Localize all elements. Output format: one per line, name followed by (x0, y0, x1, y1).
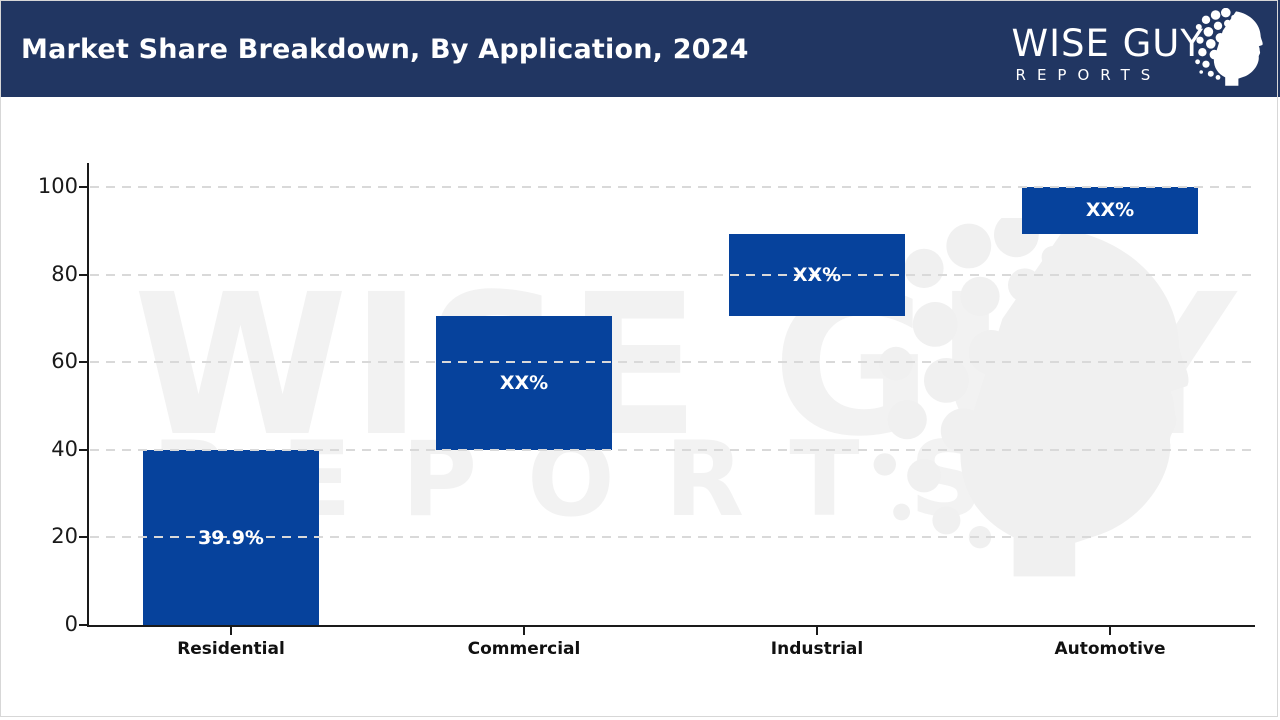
gridline (90, 186, 1254, 188)
x-tick-mark (523, 627, 525, 635)
y-tick-mark (79, 624, 87, 626)
y-tick-label: 40 (51, 436, 78, 461)
y-axis-line (87, 163, 89, 627)
gridline (90, 361, 1254, 364)
logo-wiseguy-label: WISE GUY (1011, 22, 1204, 65)
y-tick-label: 0 (64, 612, 78, 636)
bar-value-label: XX% (792, 264, 842, 287)
y-tick-label: 20 (51, 524, 78, 549)
y-tick-mark (79, 273, 87, 276)
wise-guy-reports-logo: WISE GUY REPORTS (1006, 6, 1266, 92)
x-category-label: Automotive (1054, 639, 1166, 659)
logo-reports-label: REPORTS (1015, 66, 1162, 84)
chart-title: Market Share Breakdown, By Application, … (21, 34, 749, 65)
y-tick-mark (79, 536, 87, 539)
gridline (90, 273, 1254, 276)
x-tick-mark (816, 627, 818, 635)
bar-commercial (436, 316, 612, 451)
x-category-label: Residential (177, 639, 285, 659)
bar-value-label: XX% (499, 372, 549, 395)
logo-head-icon (1195, 8, 1263, 86)
report-header: Market Share Breakdown, By Application, … (0, 0, 1280, 97)
y-tick-label: 80 (51, 261, 78, 286)
bar-automotive (1022, 187, 1198, 234)
x-axis-line (87, 625, 1255, 627)
bar-value-label: 39.9% (198, 526, 264, 549)
watermark-head-icon (873, 218, 1189, 577)
x-tick-mark (1109, 627, 1111, 635)
y-tick-mark (79, 361, 87, 364)
x-category-label: Commercial (467, 639, 581, 659)
y-tick-label: 60 (51, 349, 78, 374)
gridline (90, 536, 1254, 539)
x-tick-mark (230, 627, 232, 635)
x-category-label: Industrial (770, 639, 864, 659)
bar-value-label: XX% (1085, 199, 1135, 222)
logo-text: WISE GUY REPORTS (1012, 22, 1204, 84)
y-tick-mark (79, 186, 87, 188)
y-tick-label: 100 (37, 174, 78, 198)
gridline (90, 448, 1254, 451)
y-tick-mark (79, 448, 87, 451)
